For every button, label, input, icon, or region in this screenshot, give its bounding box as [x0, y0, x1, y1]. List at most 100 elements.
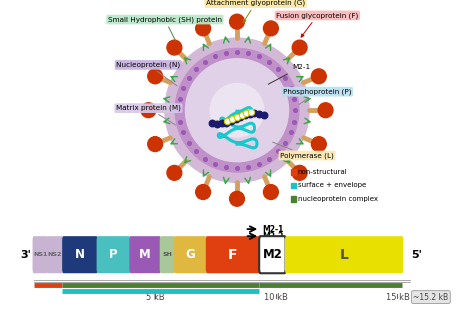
Text: M2-2: M2-2: [262, 232, 283, 241]
Point: [180, 86, 187, 91]
Text: ~15.2 kB: ~15.2 kB: [413, 293, 448, 302]
Point: [185, 140, 192, 145]
Text: 10 kB: 10 kB: [264, 293, 288, 303]
Text: NS2: NS2: [48, 252, 62, 257]
Text: Fusion glycoprotein (F): Fusion glycoprotein (F): [276, 12, 358, 37]
Circle shape: [165, 38, 309, 182]
Text: P: P: [109, 248, 118, 261]
Circle shape: [292, 165, 307, 180]
Point: [238, 112, 246, 117]
Bar: [291, 183, 296, 188]
Text: 5': 5': [411, 250, 422, 260]
Circle shape: [167, 165, 182, 180]
FancyBboxPatch shape: [174, 236, 207, 273]
Text: nucleoprotein complex: nucleoprotein complex: [298, 196, 378, 202]
Point: [211, 54, 219, 59]
Circle shape: [229, 14, 245, 29]
Point: [265, 59, 273, 64]
Text: Polymerase (L): Polymerase (L): [273, 142, 334, 159]
Text: 3': 3': [20, 250, 31, 260]
Point: [290, 119, 298, 124]
Point: [260, 112, 267, 117]
Text: F: F: [228, 248, 238, 262]
Bar: [291, 169, 296, 175]
Text: 15 kB: 15 kB: [385, 293, 410, 303]
Point: [180, 130, 187, 135]
Point: [255, 54, 263, 59]
FancyBboxPatch shape: [97, 236, 130, 273]
Point: [274, 149, 282, 154]
Circle shape: [311, 137, 326, 151]
Point: [176, 119, 184, 124]
Point: [251, 111, 258, 116]
Circle shape: [185, 59, 289, 162]
FancyBboxPatch shape: [160, 236, 175, 273]
Text: L: L: [340, 248, 348, 262]
Point: [228, 117, 236, 122]
Point: [185, 75, 192, 80]
Point: [227, 119, 235, 124]
Text: surface + envelope: surface + envelope: [298, 182, 366, 188]
Point: [222, 120, 230, 125]
FancyBboxPatch shape: [206, 236, 260, 273]
FancyBboxPatch shape: [62, 236, 98, 273]
Circle shape: [264, 185, 278, 200]
Text: non-structural: non-structural: [298, 169, 347, 175]
Text: G: G: [185, 248, 195, 261]
Point: [247, 109, 255, 114]
Text: M2: M2: [263, 248, 283, 261]
Text: M2-1: M2-1: [262, 225, 283, 234]
Point: [201, 156, 209, 161]
Point: [213, 121, 221, 126]
Point: [241, 113, 249, 118]
Text: SH: SH: [162, 252, 172, 257]
Text: NS1: NS1: [33, 252, 47, 257]
Point: [233, 115, 240, 120]
Text: 5 kB: 5 kB: [146, 293, 164, 303]
Bar: [291, 196, 296, 202]
Circle shape: [148, 137, 163, 151]
Circle shape: [210, 83, 264, 137]
Point: [274, 66, 282, 71]
Point: [282, 75, 289, 80]
Point: [245, 165, 252, 170]
Point: [209, 120, 216, 125]
Circle shape: [148, 69, 163, 84]
Point: [192, 66, 200, 71]
Point: [282, 140, 289, 145]
Point: [265, 156, 273, 161]
FancyBboxPatch shape: [285, 236, 403, 273]
Point: [255, 111, 263, 116]
Point: [255, 162, 263, 167]
FancyBboxPatch shape: [129, 236, 161, 273]
Text: Nucleoprotein (N): Nucleoprotein (N): [116, 61, 181, 86]
Point: [292, 108, 299, 113]
Circle shape: [196, 21, 210, 36]
Point: [287, 86, 294, 91]
Circle shape: [292, 40, 307, 55]
Text: Phosphoprotein (P): Phosphoprotein (P): [283, 88, 352, 104]
Circle shape: [318, 103, 333, 118]
Point: [176, 96, 184, 101]
Point: [211, 162, 219, 167]
FancyBboxPatch shape: [46, 236, 63, 273]
Circle shape: [311, 69, 326, 84]
Circle shape: [196, 185, 210, 200]
Point: [243, 111, 250, 116]
Text: Attachment glyoprotein (G): Attachment glyoprotein (G): [206, 0, 305, 23]
Point: [223, 118, 230, 123]
FancyBboxPatch shape: [259, 236, 286, 273]
Point: [192, 149, 200, 154]
Point: [222, 51, 229, 56]
Circle shape: [229, 191, 245, 206]
Point: [237, 114, 244, 119]
Text: N: N: [75, 248, 85, 261]
Circle shape: [175, 49, 299, 172]
Point: [222, 165, 229, 170]
Circle shape: [264, 21, 278, 36]
Point: [290, 96, 298, 101]
Point: [233, 49, 241, 54]
Point: [175, 108, 182, 113]
Point: [287, 130, 294, 135]
FancyBboxPatch shape: [33, 236, 48, 273]
